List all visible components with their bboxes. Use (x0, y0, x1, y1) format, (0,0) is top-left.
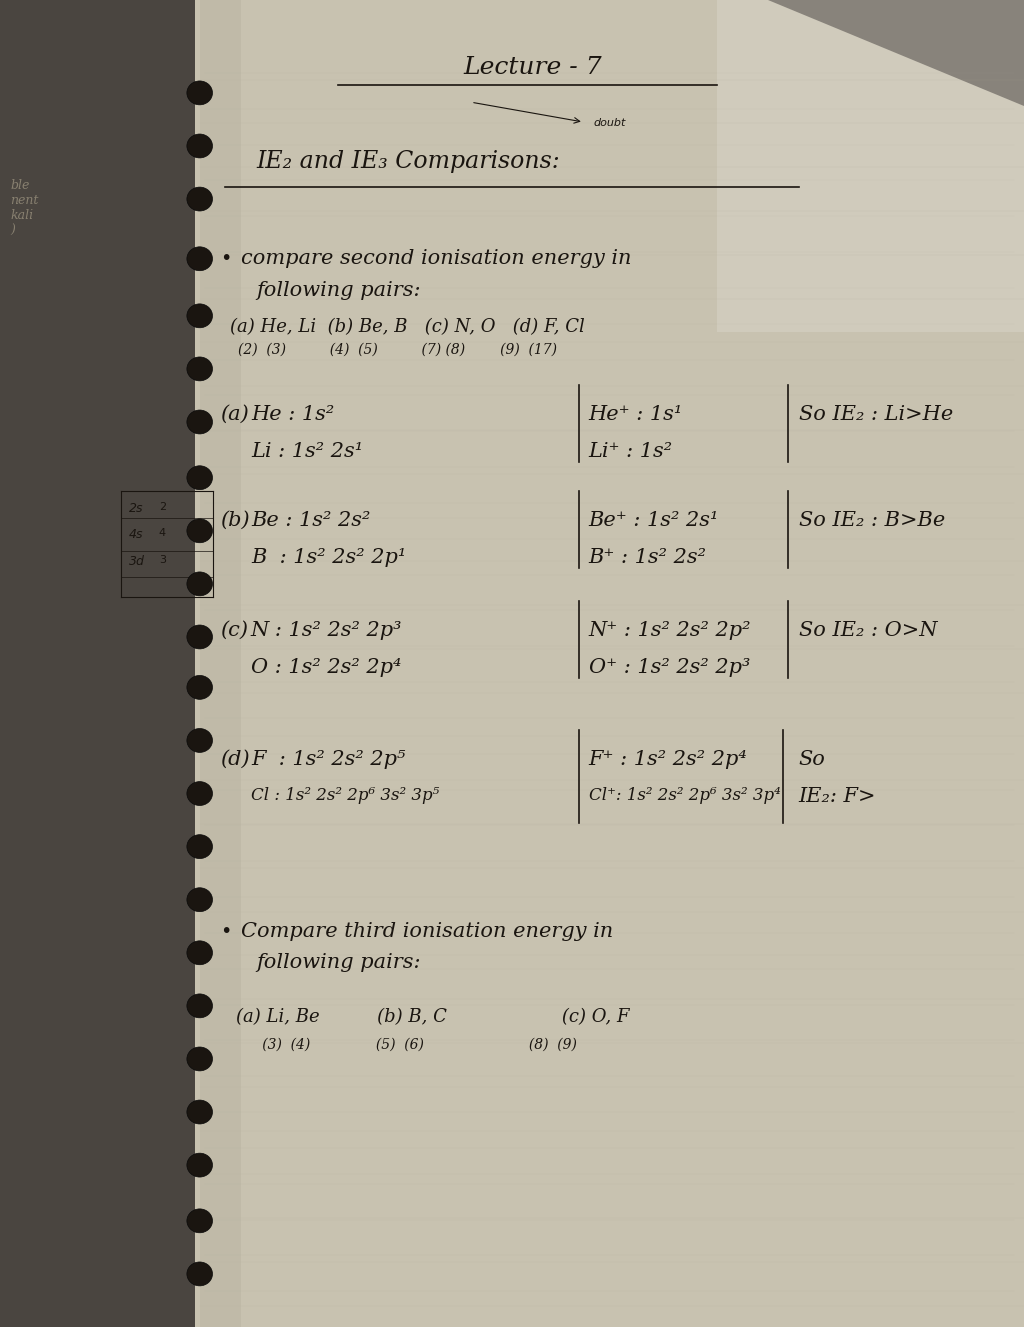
Text: So IE₂ : O>N: So IE₂ : O>N (799, 621, 937, 640)
Ellipse shape (186, 1262, 213, 1286)
Ellipse shape (186, 729, 213, 752)
Bar (0, 0, 200, 1327)
Ellipse shape (186, 247, 213, 271)
Ellipse shape (186, 304, 213, 328)
Text: N : 1s² 2s² 2p³: N : 1s² 2s² 2p³ (251, 621, 402, 640)
Text: Li⁺ : 1s²: Li⁺ : 1s² (589, 442, 673, 460)
Text: F⁺ : 1s² 2s² 2p⁴: F⁺ : 1s² 2s² 2p⁴ (589, 750, 748, 768)
Text: •: • (220, 922, 231, 941)
Text: (a) He, Li  (b) Be, B   (c) N, O   (d) F, Cl: (a) He, Li (b) Be, B (c) N, O (d) F, Cl (230, 318, 585, 337)
Bar (195, 0, 1024, 1327)
Ellipse shape (186, 835, 213, 859)
Text: O⁺ : 1s² 2s² 2p³: O⁺ : 1s² 2s² 2p³ (589, 658, 751, 677)
Text: compare second ionisation energy in: compare second ionisation energy in (241, 249, 631, 268)
Text: He : 1s²: He : 1s² (251, 405, 334, 423)
Text: F  : 1s² 2s² 2p⁵: F : 1s² 2s² 2p⁵ (251, 750, 406, 768)
Ellipse shape (186, 782, 213, 805)
Text: (3)  (4)               (5)  (6)                        (8)  (9): (3) (4) (5) (6) (8) (9) (236, 1038, 577, 1052)
Text: Cl : 1s² 2s² 2p⁶ 3s² 3p⁵: Cl : 1s² 2s² 2p⁶ 3s² 3p⁵ (251, 787, 439, 804)
Text: N⁺ : 1s² 2s² 2p²: N⁺ : 1s² 2s² 2p² (589, 621, 752, 640)
Ellipse shape (186, 81, 213, 105)
Ellipse shape (186, 675, 213, 699)
Ellipse shape (186, 888, 213, 912)
Ellipse shape (186, 134, 213, 158)
Text: (d): (d) (220, 750, 250, 768)
Text: ble
nent
kali
): ble nent kali ) (10, 179, 39, 238)
Text: 4s: 4s (129, 528, 143, 541)
Text: 3d: 3d (129, 555, 145, 568)
Text: Compare third ionisation energy in: Compare third ionisation energy in (241, 922, 613, 941)
Ellipse shape (186, 625, 213, 649)
Text: B⁺ : 1s² 2s²: B⁺ : 1s² 2s² (589, 548, 707, 567)
Text: 3: 3 (159, 555, 166, 565)
Text: 4: 4 (159, 528, 166, 539)
Text: So: So (799, 750, 825, 768)
Ellipse shape (186, 1100, 213, 1124)
Ellipse shape (186, 1153, 213, 1177)
Ellipse shape (186, 519, 213, 543)
Text: doubt: doubt (594, 118, 627, 129)
Ellipse shape (186, 187, 213, 211)
Text: (b): (b) (220, 511, 250, 529)
Ellipse shape (186, 572, 213, 596)
Text: (c): (c) (220, 621, 248, 640)
Text: 2: 2 (159, 502, 166, 512)
Text: Lecture - 7: Lecture - 7 (463, 56, 602, 78)
Text: following pairs:: following pairs: (256, 281, 421, 300)
Polygon shape (768, 0, 1024, 106)
Bar (717, 0, 1024, 332)
Bar (200, 0, 241, 1327)
Text: IE₂: F>: IE₂: F> (799, 787, 877, 805)
Text: •: • (220, 249, 231, 268)
Ellipse shape (186, 1047, 213, 1071)
Text: IE₂ and IE₃ Comparisons:: IE₂ and IE₃ Comparisons: (256, 150, 560, 173)
Ellipse shape (186, 941, 213, 965)
Text: following pairs:: following pairs: (256, 953, 421, 971)
Ellipse shape (186, 994, 213, 1018)
Text: (a) Li, Be          (b) B, C                    (c) O, F: (a) Li, Be (b) B, C (c) O, F (236, 1009, 629, 1027)
Text: 2s: 2s (129, 502, 143, 515)
Text: Be : 1s² 2s²: Be : 1s² 2s² (251, 511, 371, 529)
Ellipse shape (186, 410, 213, 434)
Text: O : 1s² 2s² 2p⁴: O : 1s² 2s² 2p⁴ (251, 658, 401, 677)
Text: He⁺ : 1s¹: He⁺ : 1s¹ (589, 405, 683, 423)
Ellipse shape (186, 1209, 213, 1233)
Text: So IE₂ : Li>He: So IE₂ : Li>He (799, 405, 953, 423)
Ellipse shape (186, 466, 213, 490)
Text: So IE₂ : B>Be: So IE₂ : B>Be (799, 511, 945, 529)
Text: (2)  (3)          (4)  (5)          (7) (8)        (9)  (17): (2) (3) (4) (5) (7) (8) (9) (17) (238, 342, 557, 357)
Text: Cl⁺: 1s² 2s² 2p⁶ 3s² 3p⁴: Cl⁺: 1s² 2s² 2p⁶ 3s² 3p⁴ (589, 787, 780, 804)
Text: B  : 1s² 2s² 2p¹: B : 1s² 2s² 2p¹ (251, 548, 407, 567)
Ellipse shape (186, 357, 213, 381)
Text: (a): (a) (220, 405, 249, 423)
Text: Li : 1s² 2s¹: Li : 1s² 2s¹ (251, 442, 362, 460)
Text: Be⁺ : 1s² 2s¹: Be⁺ : 1s² 2s¹ (589, 511, 719, 529)
